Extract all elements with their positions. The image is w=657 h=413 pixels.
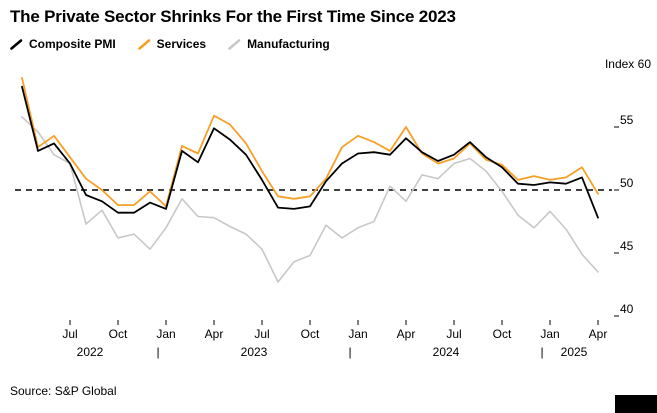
legend-label-services: Services [156, 37, 207, 51]
x-axis-year-label-2024: 2024 [433, 345, 460, 359]
year-divider-mark: | [540, 345, 543, 359]
legend-item-manufacturing: Manufacturing [228, 37, 330, 51]
legend-label-manufacturing: Manufacturing [247, 37, 330, 51]
series-line-services [21, 77, 599, 208]
series-line-manufacturing [21, 116, 599, 283]
x-axis-month-label: Oct [301, 327, 320, 341]
y-axis-label-55: 55 [620, 113, 634, 127]
x-axis-month-label: Jan [348, 327, 367, 341]
x-axis-year-label-2022: 2022 [77, 345, 104, 359]
series-line-composite-pmi [21, 85, 599, 219]
legend-item-composite-pmi: Composite PMI [10, 37, 116, 51]
year-divider-mark: | [156, 345, 159, 359]
y-axis-top-label: Index 60 [605, 57, 651, 71]
x-axis-month-label: Oct [109, 327, 128, 341]
y-axis-label-40: 40 [620, 302, 634, 316]
legend-label-composite-pmi: Composite PMI [29, 37, 116, 51]
x-axis-year-label-2025: 2025 [561, 345, 588, 359]
x-axis-month-label: Jul [62, 327, 77, 341]
legend-marker-composite-pmi-icon [10, 38, 23, 50]
x-axis-year-label-2023: 2023 [241, 345, 268, 359]
chart-legend: Composite PMI Services Manufacturing [10, 37, 330, 51]
legend-marker-manufacturing-icon [228, 38, 241, 50]
legend-item-services: Services [137, 37, 207, 51]
year-divider-mark: | [348, 345, 351, 359]
x-axis-month-label: Apr [205, 327, 224, 341]
legend-marker-services-icon [137, 38, 150, 50]
chart-title: The Private Sector Shrinks For the First… [10, 7, 456, 26]
source-note: Source: S&P Global [10, 384, 117, 398]
x-axis-month-label: Jan [156, 327, 175, 341]
x-axis-month-label: Apr [589, 327, 608, 341]
x-axis-month-label: Jul [254, 327, 269, 341]
y-axis-label-50: 50 [620, 176, 634, 190]
x-axis-month-label: Jul [446, 327, 461, 341]
x-axis-month-label: Jan [540, 327, 559, 341]
bloomberg-logo-block [615, 395, 657, 413]
x-axis-month-label: Oct [493, 327, 512, 341]
x-axis-month-label: Apr [397, 327, 416, 341]
y-axis-label-45: 45 [620, 239, 634, 253]
